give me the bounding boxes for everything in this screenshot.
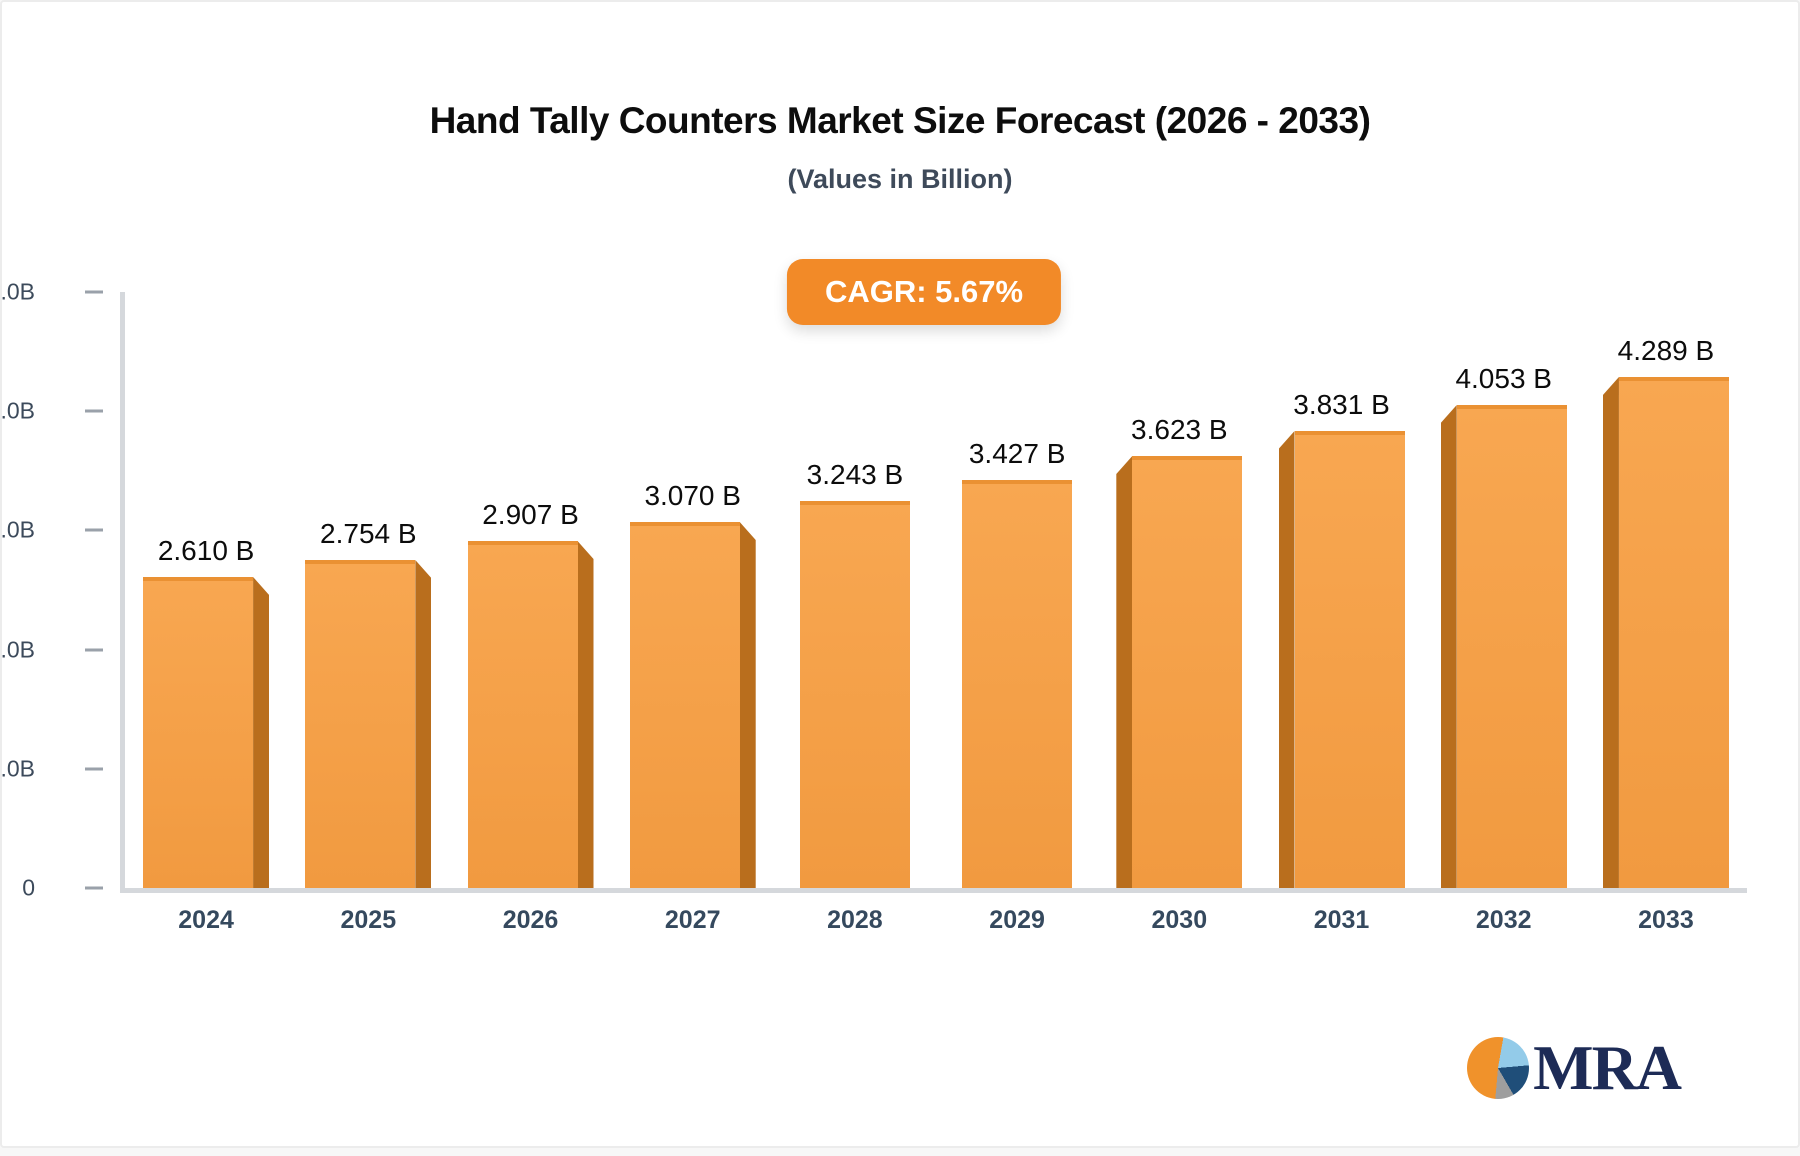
bar-value-label: 3.831 B — [1293, 389, 1390, 420]
bar-3d-side — [1440, 405, 1457, 888]
x-axis-label: 2031 — [1313, 906, 1370, 934]
bar-value-label: 2.754 B — [320, 518, 417, 549]
y-tick-label: 0 — [22, 874, 35, 901]
bar-3d-side — [1602, 377, 1619, 888]
bar — [799, 501, 910, 888]
y-tick-mark — [85, 528, 103, 532]
bar-slot: 4.289 B 2033 — [1585, 292, 1747, 934]
bar-slot: 3.831 B 2031 — [1260, 292, 1422, 934]
y-axis-line — [120, 292, 125, 893]
bars-container: 2.610 B 2024 2.754 B 2025 2.907 B 2026 3.070 B… — [125, 292, 1747, 934]
bar-front-face — [1618, 377, 1729, 888]
y-tick-mark — [85, 886, 103, 890]
bar-slot: 3.427 B 2029 — [936, 292, 1098, 934]
bar-value-label: 3.427 B — [968, 438, 1066, 469]
bar-value-label: 4.053 B — [1455, 363, 1552, 394]
bar-front-face — [305, 560, 416, 888]
bar-3d-side — [415, 560, 432, 888]
bar-front-face — [143, 577, 254, 888]
bar — [1602, 377, 1729, 888]
bar-front-face — [1456, 405, 1567, 888]
x-axis-label: 2029 — [989, 906, 1045, 934]
chart-title: Hand Tally Counters Market Size Forecast… — [429, 100, 1371, 141]
pie-chart-logo-icon — [1467, 1037, 1530, 1099]
bar-front-face — [962, 480, 1073, 888]
bar — [1440, 405, 1567, 888]
bar — [143, 577, 270, 888]
x-axis-label: 2028 — [827, 906, 883, 934]
bar-value-label: 4.289 B — [1617, 335, 1715, 366]
bar-front-face — [1132, 456, 1243, 888]
bar-slot: 2.907 B 2026 — [449, 292, 611, 934]
x-axis-label: 2033 — [1638, 906, 1694, 934]
bar — [1116, 456, 1243, 888]
bar-slot: 3.623 B 2030 — [1098, 292, 1260, 934]
bar-slot: 2.610 B 2024 — [125, 292, 287, 934]
bar-slot: 4.053 B 2032 — [1423, 292, 1585, 934]
bar-value-label: 2.907 B — [482, 499, 579, 530]
bar-value-label: 3.070 B — [644, 480, 741, 511]
bar-3d-side — [577, 541, 594, 888]
x-axis-label: 2030 — [1151, 906, 1208, 934]
cagr-badge: CAGR: 5.67% — [786, 259, 1062, 325]
bar-value-label: 2.610 B — [157, 535, 255, 566]
bar — [629, 522, 756, 888]
x-axis-baseline — [120, 888, 1747, 893]
chart-subtitle: (Values in Billion) — [787, 164, 1013, 194]
bar-front-face — [799, 501, 910, 888]
bar-front-face — [629, 522, 740, 888]
bar-3d-side — [1116, 456, 1133, 888]
bar-3d-side — [739, 522, 756, 888]
y-tick-label: 3.0B — [0, 516, 35, 543]
bar-value-label: 3.243 B — [806, 459, 904, 490]
y-tick-mark — [85, 290, 103, 294]
bar-slot: 3.070 B 2027 — [612, 292, 774, 934]
bar-front-face — [467, 541, 578, 888]
y-tick-mark — [85, 648, 103, 652]
x-axis-label: 2026 — [502, 906, 559, 934]
bar-value-label: 3.623 B — [1131, 414, 1228, 445]
bar-slot: 3.243 B 2028 — [774, 292, 936, 934]
y-tick-mark — [85, 767, 103, 771]
bar-chart-plot-area: 5.0B 4.0B 3.0B 2.0B 1.0B 0 2.610 B 2024 2.754 B… — [0, 279, 1747, 934]
bar-front-face — [1294, 431, 1405, 888]
bar — [962, 480, 1073, 888]
bar — [1278, 431, 1405, 888]
x-axis-label: 2025 — [340, 906, 397, 934]
bar-3d-side — [253, 577, 270, 888]
bar-slot: 2.754 B 2025 — [287, 292, 449, 934]
x-axis-label: 2032 — [1475, 906, 1532, 934]
y-tick-label: 4.0B — [0, 397, 35, 424]
y-tick-label: 2.0B — [0, 636, 35, 663]
y-tick-label: 1.0B — [0, 755, 35, 782]
y-tick-mark — [85, 409, 103, 413]
bar-3d-side — [1278, 431, 1295, 888]
y-tick-label: 5.0B — [0, 278, 35, 305]
x-axis-label: 2027 — [664, 906, 721, 934]
bar — [305, 560, 432, 888]
bar — [467, 541, 594, 888]
logo-text: MRA — [1533, 1032, 1682, 1103]
x-axis-label: 2024 — [178, 906, 234, 934]
mra-logo: MRA — [1467, 1032, 1682, 1103]
